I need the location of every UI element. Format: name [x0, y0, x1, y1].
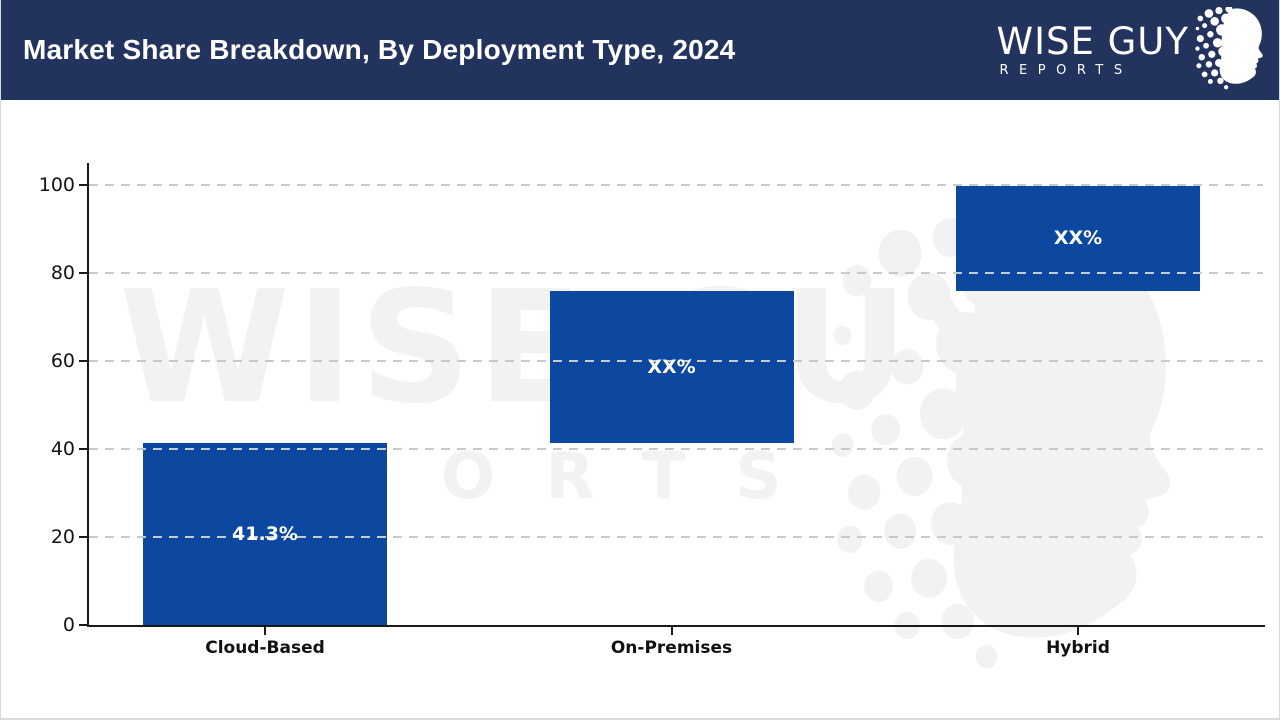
- y-tick-label: 0: [62, 614, 75, 636]
- bar-value-label: 41.3%: [232, 523, 298, 546]
- x-tick-label: On-Premises: [610, 638, 733, 658]
- grid-line: [89, 448, 1263, 450]
- y-tick-label: 20: [50, 526, 75, 548]
- x-tick: [670, 627, 673, 635]
- y-tick: [79, 272, 87, 274]
- grid-line: [89, 184, 1263, 186]
- y-tick: [79, 448, 87, 450]
- y-tick: [79, 624, 87, 626]
- y-axis-line: [87, 163, 89, 627]
- y-tick-label: 40: [50, 438, 75, 460]
- x-tick: [1077, 627, 1079, 635]
- logo-wordmark: WISE GUY: [996, 19, 1189, 63]
- x-axis-line: [87, 625, 1265, 627]
- bar-chart: WISE GUY REPORTS 0 20 40 60 80 100 41.3% XX% XX%…: [1, 100, 1279, 718]
- page-title: Market Share Breakdown, By Deployment Ty…: [23, 34, 736, 65]
- y-tick: [79, 184, 87, 186]
- logo-subtext: REPORTS: [999, 62, 1133, 78]
- y-tick-label: 60: [50, 350, 75, 372]
- grid-line: [89, 360, 1263, 362]
- bar-value-label: XX%: [1053, 227, 1103, 250]
- x-tick: [264, 627, 266, 635]
- y-tick: [79, 360, 87, 362]
- y-tick-label: 100: [38, 174, 75, 196]
- bar-on-premises: [549, 290, 794, 444]
- x-tick-label: Hybrid: [1046, 638, 1110, 658]
- y-tick: [79, 536, 87, 538]
- x-tick-label: Cloud-Based: [205, 638, 325, 658]
- bar-value-label: XX%: [647, 355, 696, 378]
- bar-cloud-based: [143, 443, 387, 625]
- face-profile-icon: [1193, 7, 1265, 93]
- wise-guy-logo: WISE GUY REPORTS: [997, 7, 1265, 93]
- grid-line: [89, 272, 1263, 274]
- y-tick-label: 80: [50, 262, 75, 284]
- plot-area: 0 20 40 60 80 100 41.3% XX% XX% Cloud-Based On-Pre…: [1, 100, 1279, 718]
- header-bar: Market Share Breakdown, By Deployment Ty…: [1, 0, 1279, 100]
- grid-line: [89, 536, 1263, 538]
- logo-text: WISE GUY REPORTS: [997, 23, 1189, 78]
